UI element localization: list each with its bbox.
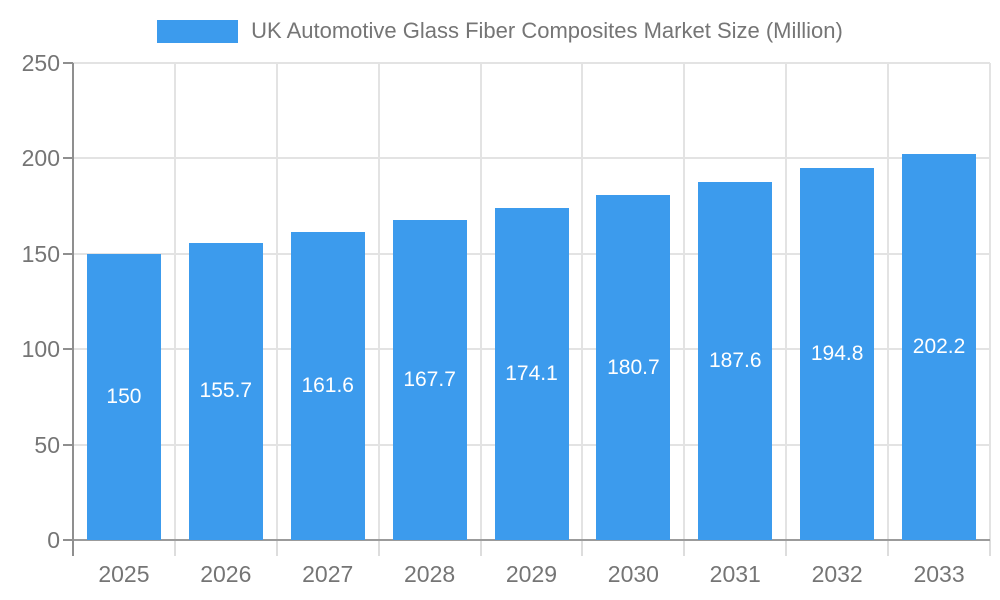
gridline-vertical: [785, 63, 788, 540]
gridline-vertical: [989, 63, 991, 540]
y-axis-tick: [63, 252, 73, 255]
y-axis-tick: [63, 157, 73, 160]
gridline-vertical: [479, 63, 482, 540]
x-axis-tick: [377, 540, 380, 556]
x-axis-label: 2029: [505, 561, 558, 587]
y-axis-tick: [63, 539, 73, 541]
bar: [494, 207, 569, 540]
x-axis-tick: [173, 540, 176, 556]
x-axis-label: 2026: [200, 561, 252, 587]
bar: [392, 220, 467, 540]
gridline-vertical: [377, 63, 380, 540]
bar: [698, 182, 773, 540]
x-axis-tick: [683, 540, 686, 556]
gridline-vertical: [887, 63, 890, 540]
gridline-vertical: [173, 63, 176, 540]
bar: [290, 231, 365, 540]
x-axis-label: 2030: [607, 561, 659, 587]
y-axis-label: 250: [21, 50, 60, 76]
x-axis-tick: [785, 540, 788, 556]
x-axis-label: 2033: [913, 561, 965, 587]
x-axis-line: [73, 539, 990, 541]
x-axis-tick: [887, 540, 890, 556]
gridline-horizontal: [73, 157, 990, 160]
bar-value-label: 202.2: [912, 335, 966, 359]
bar: [86, 253, 161, 540]
x-axis-label: 2032: [811, 561, 863, 587]
x-axis-tick: [989, 540, 991, 556]
x-axis-tick: [275, 540, 278, 556]
x-axis-label: 2031: [709, 561, 761, 587]
x-axis-label: 2025: [98, 561, 150, 587]
y-axis-label: 150: [21, 240, 60, 267]
y-axis-tick: [63, 348, 73, 351]
bar: [902, 154, 977, 540]
gridline-vertical: [581, 63, 584, 540]
bar-value-label: 180.7: [607, 355, 660, 379]
legend-swatch: [157, 19, 239, 43]
legend-label: UK Automotive Glass Fiber Composites Mar…: [251, 18, 843, 43]
legend: UK Automotive Glass Fiber Composites Mar…: [0, 17, 1000, 45]
x-axis-tick: [479, 540, 482, 556]
y-axis-label: 0: [47, 527, 60, 553]
y-axis-label: 50: [34, 431, 60, 458]
bar-value-label: 161.6: [301, 373, 354, 397]
x-axis-tick: [581, 540, 584, 556]
gridline-vertical: [275, 63, 278, 540]
bar-value-label: 187.6: [708, 349, 762, 373]
bar: [800, 168, 875, 540]
gridline-vertical: [683, 63, 686, 540]
x-axis-label: 2028: [404, 561, 456, 587]
x-axis-label: 2027: [302, 561, 354, 587]
bar-value-label: 167.7: [403, 368, 456, 391]
y-axis-label: 100: [21, 336, 60, 363]
bar: [188, 242, 263, 540]
bar-value-label: 194.8: [810, 342, 864, 366]
y-axis-tick: [63, 443, 73, 446]
y-axis-tick: [63, 62, 73, 64]
bar-value-label: 174.1: [505, 361, 558, 385]
y-axis-line: [72, 63, 74, 556]
bar-value-label: 150: [106, 384, 142, 408]
bar: [596, 195, 671, 540]
y-axis-label: 200: [21, 145, 60, 172]
bar-value-label: 155.7: [199, 379, 253, 403]
gridline-horizontal: [73, 62, 990, 64]
